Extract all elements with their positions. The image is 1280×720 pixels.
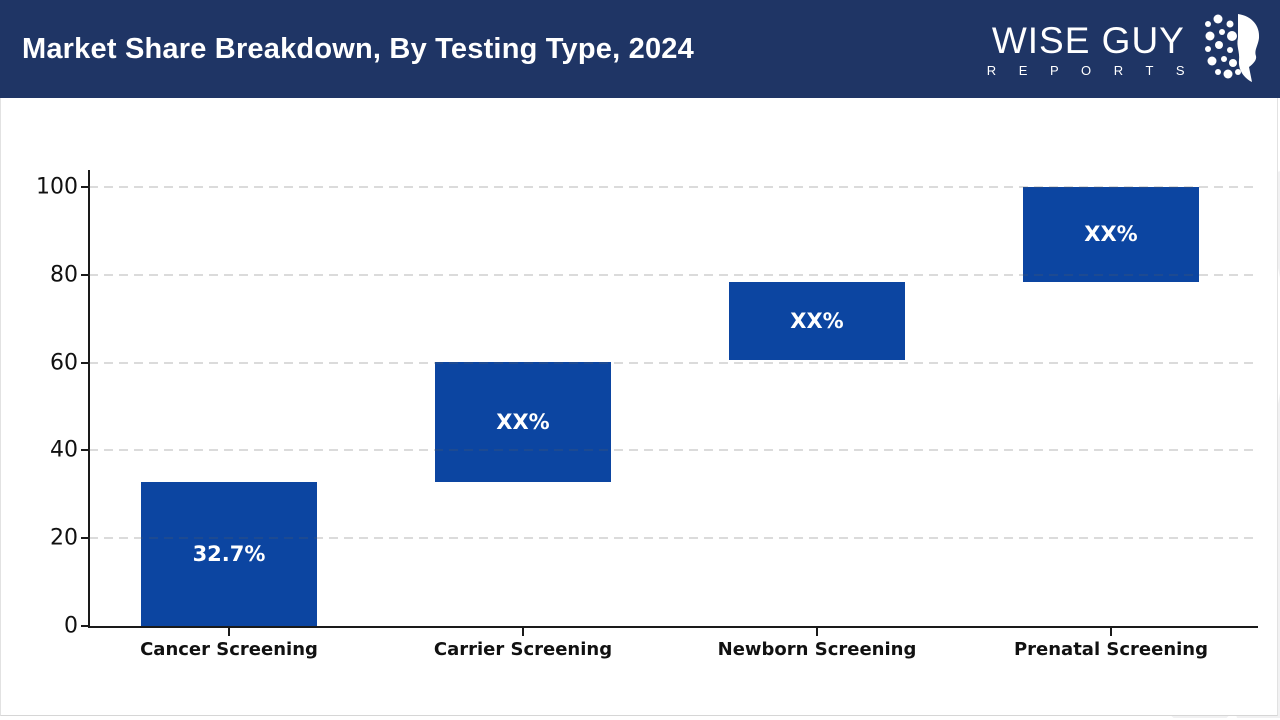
x-tick-mark <box>1110 628 1112 636</box>
brand-logo-text: WISE GUY R E P O R T S <box>983 22 1194 77</box>
x-tick-mark <box>228 628 230 636</box>
y-tick-mark <box>81 361 89 364</box>
gridline <box>89 186 1257 188</box>
bar-prenatal-screening: XX% <box>1023 187 1199 282</box>
header-banner: Market Share Breakdown, By Testing Type,… <box>0 0 1280 98</box>
bar-newborn-screening: XX% <box>729 281 905 361</box>
bar-value-label: XX% <box>790 309 844 334</box>
bar-cancer-screening: 32.7% <box>141 482 317 626</box>
brand-logo: WISE GUY R E P O R T S <box>983 12 1262 86</box>
x-category-label: Cancer Screening <box>140 639 318 660</box>
y-tick-label: 100 <box>36 174 78 200</box>
y-tick-mark <box>81 186 89 188</box>
brand-face-icon <box>1205 14 1260 82</box>
y-tick-mark <box>81 537 89 540</box>
y-tick-mark <box>81 273 89 276</box>
x-category-label: Carrier Screening <box>433 639 613 660</box>
x-category-label: Prenatal Screening <box>1013 639 1209 660</box>
x-axis-line <box>88 626 1258 628</box>
x-category-label: Newborn Screening <box>717 639 917 660</box>
y-tick-label: 40 <box>50 437 78 463</box>
brand-name: WISE GUY <box>991 19 1185 61</box>
y-tick-label: 0 <box>64 613 78 639</box>
y-tick-label: 60 <box>50 350 78 376</box>
gridline <box>89 537 1257 540</box>
gridline <box>89 361 1257 364</box>
page-title: Market Share Breakdown, By Testing Type,… <box>22 32 694 65</box>
y-tick-mark <box>81 449 89 452</box>
bar-carrier-screening: XX% <box>435 362 611 483</box>
y-tick-mark <box>81 625 89 627</box>
x-tick-mark <box>816 628 818 636</box>
x-tick-mark <box>522 628 524 636</box>
gridline <box>89 449 1257 452</box>
bar-value-label: 32.7% <box>192 542 266 567</box>
y-tick-label: 80 <box>50 262 78 288</box>
gridline <box>89 273 1257 276</box>
brand-subtitle: R E P O R T S <box>986 62 1194 78</box>
bar-value-label: XX% <box>1084 222 1138 247</box>
bar-value-label: XX% <box>496 410 550 435</box>
y-axis-line <box>88 170 90 628</box>
y-tick-label: 20 <box>50 525 78 551</box>
